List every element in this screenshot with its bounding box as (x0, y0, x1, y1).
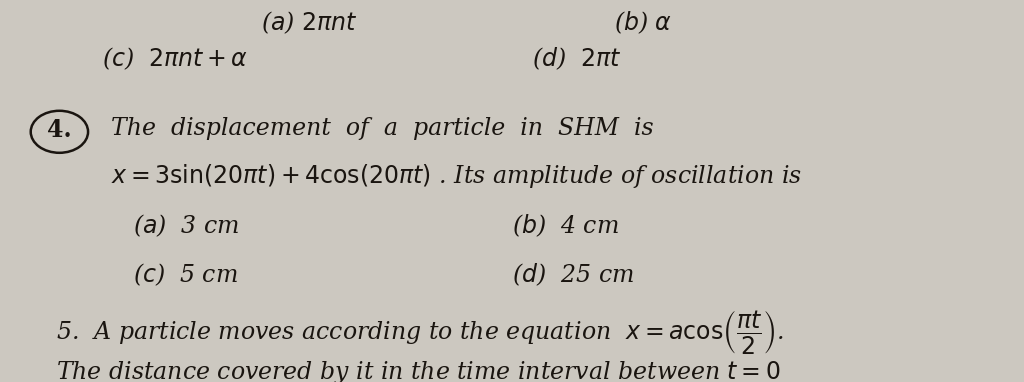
Text: ($d$)  $2\pi t$: ($d$) $2\pi t$ (532, 46, 623, 73)
Text: 4.: 4. (47, 118, 72, 142)
Text: ($b$) $\alpha$: ($b$) $\alpha$ (614, 10, 673, 36)
Text: ($c$)  5 cm: ($c$) 5 cm (133, 262, 239, 288)
Text: 5.  A particle moves according to the equation  $x = a\cos\!\left(\dfrac{\pi t}{: 5. A particle moves according to the equ… (56, 308, 784, 356)
Text: ($d$)  25 cm: ($d$) 25 cm (512, 262, 634, 288)
Text: $x = 3\sin(20\pi t)+4\cos(20\pi t)$ . Its amplitude of oscillation is: $x = 3\sin(20\pi t)+4\cos(20\pi t)$ . It… (111, 162, 802, 190)
Text: ($b$)  4 cm: ($b$) 4 cm (512, 212, 618, 239)
Text: ($c$)  $2\pi nt + \alpha$: ($c$) $2\pi nt + \alpha$ (102, 46, 249, 73)
Text: The  displacement  of  a  particle  in  SHM  is: The displacement of a particle in SHM is (111, 117, 653, 139)
Text: ($a$) $2\pi nt$: ($a$) $2\pi nt$ (261, 10, 357, 36)
Text: The distance covered by it in the time interval between $t = 0$: The distance covered by it in the time i… (56, 359, 781, 382)
Text: ($a$)  3 cm: ($a$) 3 cm (133, 212, 240, 239)
